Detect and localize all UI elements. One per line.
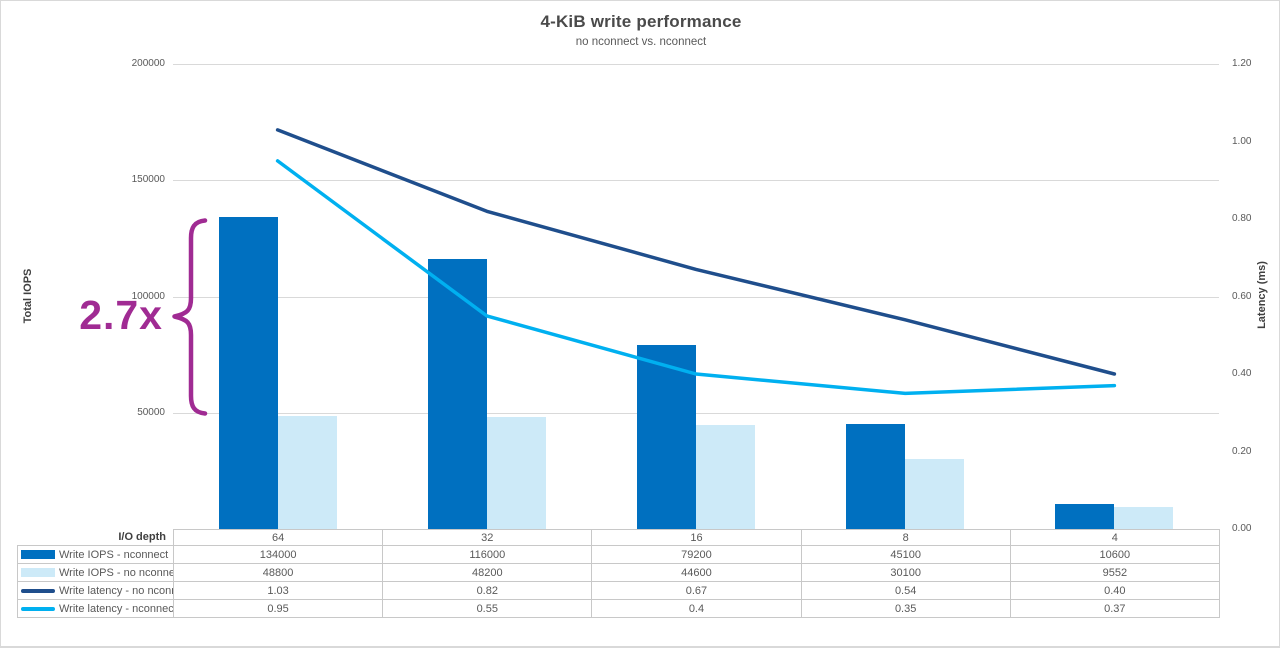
value-cell: 0.95 [172, 599, 384, 618]
right-axis-tick: 1.20 [1232, 58, 1252, 69]
series-label: Write IOPS - nconnect [17, 545, 174, 564]
value-cell: 116000 [382, 545, 593, 564]
value-cell: 1.03 [172, 581, 384, 600]
category-header: 64 [172, 529, 384, 546]
left-axis-tick: 100000 [131, 290, 165, 302]
bar-write-iops-nconnect [427, 259, 487, 529]
value-cell: 0.35 [800, 599, 1011, 618]
value-cell: 0.54 [800, 581, 1011, 600]
value-cell: 10600 [1009, 545, 1220, 564]
series-label: Write IOPS - no nconnect [17, 563, 174, 582]
bar-write-iops-no-nconnect [486, 416, 546, 529]
category-header: 32 [382, 529, 593, 546]
data-table: I/O depth 64 32 16 8 4 Write IOPS - nconnect 13… [17, 529, 1220, 618]
series-label: Write latency - nconnect [17, 599, 174, 618]
value-cell: 30100 [800, 563, 1011, 582]
bar-write-iops-nconnect [218, 217, 278, 529]
series-name: Write latency - no nconnect [59, 584, 173, 597]
value-cell: 48200 [382, 563, 593, 582]
bar-write-iops-no-nconnect [277, 415, 337, 529]
value-cell: 79200 [591, 545, 802, 564]
value-cell: 0.4 [591, 599, 802, 618]
gridline [173, 180, 1219, 182]
right-axis-tick: 0.00 [1232, 523, 1252, 534]
legend-swatch-line-icon [21, 606, 55, 611]
bar-write-iops-nconnect [637, 344, 696, 529]
series-name: Write latency - nconnect [59, 602, 174, 615]
bar-write-iops-no-nconnect [1114, 506, 1174, 529]
right-axis-tick: 0.40 [1232, 368, 1252, 379]
bar-write-iops-nconnect [846, 424, 906, 529]
right-axis-tick: 0.60 [1232, 290, 1252, 302]
right-axis-tick: 1.00 [1232, 135, 1252, 147]
value-cell: 0.82 [382, 581, 593, 600]
gridline [173, 64, 1219, 65]
value-cell: 9552 [1009, 563, 1220, 582]
series-name: Write IOPS - no nconnect [59, 566, 174, 579]
value-cell: 44600 [591, 563, 802, 582]
gridline [173, 412, 1219, 414]
chart-title: 4-KiB write performance [540, 12, 742, 31]
category-header: 16 [591, 529, 802, 546]
value-cell: 48800 [172, 563, 384, 582]
value-cell: 0.40 [1009, 581, 1220, 600]
table-row: Write latency - no nconnect1.030.820.670… [17, 581, 1220, 600]
legend-swatch-bar-icon [21, 568, 55, 578]
chart-subtitle: no nconnect vs. nconnect [575, 36, 707, 48]
category-header: 4 [1009, 529, 1220, 546]
value-cell: 0.37 [1009, 599, 1220, 618]
series-label: Write latency - no nconnect [17, 581, 174, 600]
right-axis-tick: 0.20 [1232, 445, 1252, 457]
table-row: Write IOPS - nconnect 134000 116000 79200 45… [17, 545, 1220, 564]
value-cell: 0.55 [382, 599, 593, 618]
value-cell: 0.67 [591, 581, 802, 600]
value-cell: 45100 [800, 545, 1011, 564]
legend-swatch-line-icon [21, 588, 55, 593]
left-axis-tick: 50000 [137, 406, 165, 418]
category-header: 8 [800, 529, 1011, 546]
right-axis-tick: 0.80 [1232, 213, 1252, 224]
table-row: Write IOPS - no nconnect 48800 48200 44600 3… [17, 563, 1220, 582]
table-row: Write latency - nconnect 0.95 0.55 0.4 0.35 0… [17, 599, 1220, 618]
gridline [173, 296, 1219, 298]
speedup-annotation: 2.7x [79, 292, 163, 338]
bar-write-iops-no-nconnect [905, 459, 965, 529]
series-name: Write IOPS - nconnect [59, 548, 169, 561]
left-axis-tick: 200000 [131, 58, 165, 69]
io-depth-header: I/O depth [118, 531, 166, 544]
left-axis-tick: 150000 [131, 174, 165, 186]
legend-swatch-bar-icon [21, 550, 55, 560]
bar-write-iops-nconnect [1055, 504, 1115, 529]
bar-write-iops-no-nconnect [696, 425, 755, 529]
value-cell: 134000 [172, 545, 384, 564]
